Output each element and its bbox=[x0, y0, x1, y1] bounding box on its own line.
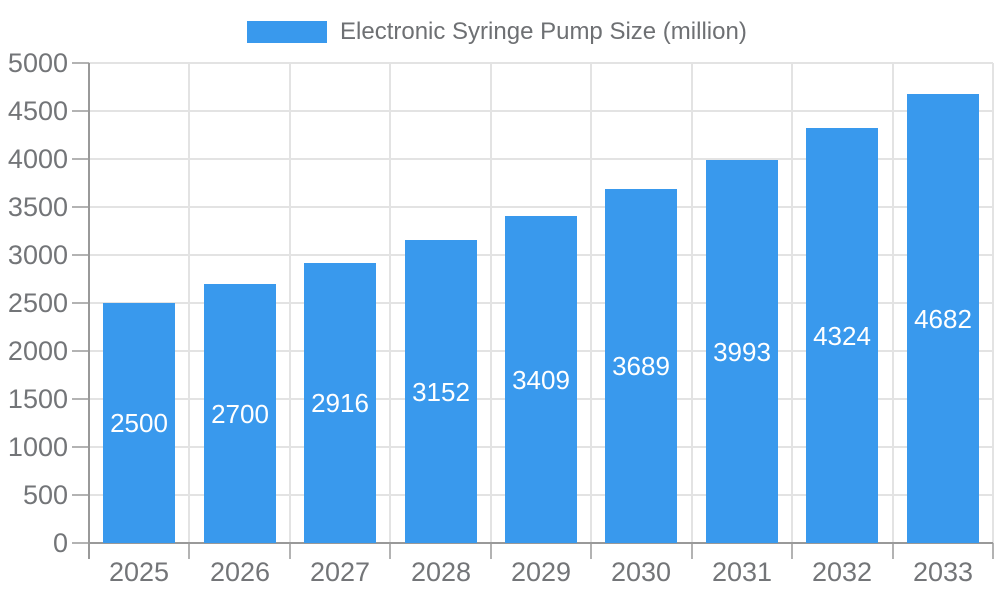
bar[interactable]: 3689 bbox=[605, 189, 677, 543]
bar-value-label: 4682 bbox=[914, 303, 972, 334]
x-tick-label: 2030 bbox=[610, 557, 672, 587]
h-gridline bbox=[89, 62, 993, 64]
bar[interactable]: 3152 bbox=[405, 240, 477, 543]
v-gridline bbox=[892, 63, 894, 543]
bar[interactable]: 4324 bbox=[806, 128, 878, 543]
y-tick-label: 4000 bbox=[7, 144, 68, 174]
legend-label: Electronic Syringe Pump Size (million) bbox=[340, 18, 747, 45]
x-axis-tick bbox=[289, 543, 291, 559]
y-axis-tick bbox=[72, 62, 89, 64]
y-tick-label: 3000 bbox=[7, 240, 68, 270]
bar-value-label: 2916 bbox=[311, 388, 369, 418]
y-axis-line bbox=[88, 63, 90, 559]
y-axis-tick bbox=[72, 398, 89, 400]
h-gridline bbox=[89, 158, 993, 160]
x-axis-tick bbox=[791, 543, 793, 559]
bar[interactable]: 3409 bbox=[505, 216, 577, 543]
v-gridline bbox=[188, 63, 190, 543]
v-gridline bbox=[590, 63, 592, 543]
y-tick-label: 4500 bbox=[7, 96, 68, 126]
x-tick-label: 2033 bbox=[912, 557, 974, 587]
y-axis-tick bbox=[72, 206, 89, 208]
v-gridline bbox=[289, 63, 291, 543]
y-tick-label: 0 bbox=[52, 528, 68, 558]
bar[interactable]: 2916 bbox=[304, 263, 376, 543]
y-axis-tick bbox=[72, 110, 89, 112]
x-axis-tick bbox=[691, 543, 693, 559]
x-tick-label: 2029 bbox=[510, 557, 572, 587]
v-gridline bbox=[490, 63, 492, 543]
bar-value-label: 3993 bbox=[713, 336, 771, 367]
x-axis-tick bbox=[590, 543, 592, 559]
y-axis-tick bbox=[72, 494, 89, 496]
bar-value-label: 2500 bbox=[110, 408, 168, 438]
x-tick-label: 2031 bbox=[711, 557, 773, 587]
y-tick-label: 3500 bbox=[7, 192, 68, 222]
x-tick-label: 2028 bbox=[410, 557, 472, 587]
y-axis-tick bbox=[72, 446, 89, 448]
v-gridline bbox=[992, 63, 994, 543]
bar[interactable]: 4682 bbox=[907, 94, 979, 543]
h-gridline bbox=[89, 110, 993, 112]
y-tick-label: 2500 bbox=[7, 288, 68, 318]
bar-value-label: 3689 bbox=[612, 351, 670, 381]
chart-legend[interactable]: Electronic Syringe Pump Size (million) bbox=[247, 20, 747, 44]
bar[interactable]: 2700 bbox=[204, 284, 276, 543]
x-tick-label: 2026 bbox=[209, 557, 271, 587]
y-tick-label: 500 bbox=[22, 480, 68, 510]
y-axis-tick bbox=[72, 158, 89, 160]
y-tick-label: 2000 bbox=[7, 336, 68, 366]
bar-value-label: 2700 bbox=[211, 398, 269, 429]
y-tick-label: 1000 bbox=[7, 432, 68, 462]
y-tick-label: 5000 bbox=[7, 48, 68, 78]
h-gridline bbox=[89, 206, 993, 208]
v-gridline bbox=[691, 63, 693, 543]
x-axis-tick bbox=[389, 543, 391, 559]
y-axis-tick bbox=[72, 542, 89, 544]
x-tick-label: 2027 bbox=[309, 557, 371, 587]
bar[interactable]: 3993 bbox=[706, 160, 778, 543]
x-tick-label: 2025 bbox=[108, 557, 170, 587]
bar-value-label: 4324 bbox=[813, 320, 871, 351]
x-axis-line bbox=[88, 542, 993, 544]
legend-swatch bbox=[247, 21, 327, 43]
x-axis-tick bbox=[490, 543, 492, 559]
x-axis-tick bbox=[992, 543, 994, 559]
bar[interactable]: 2500 bbox=[103, 303, 175, 543]
x-axis-tick bbox=[188, 543, 190, 559]
x-tick-label: 2032 bbox=[811, 557, 873, 587]
bar-value-label: 3409 bbox=[512, 364, 570, 395]
y-tick-label: 1500 bbox=[7, 384, 68, 414]
v-gridline bbox=[791, 63, 793, 543]
bar-value-label: 3152 bbox=[412, 376, 470, 407]
y-axis-tick bbox=[72, 254, 89, 256]
v-gridline bbox=[389, 63, 391, 543]
y-axis-tick bbox=[72, 302, 89, 304]
y-axis-tick bbox=[72, 350, 89, 352]
x-axis-tick bbox=[892, 543, 894, 559]
